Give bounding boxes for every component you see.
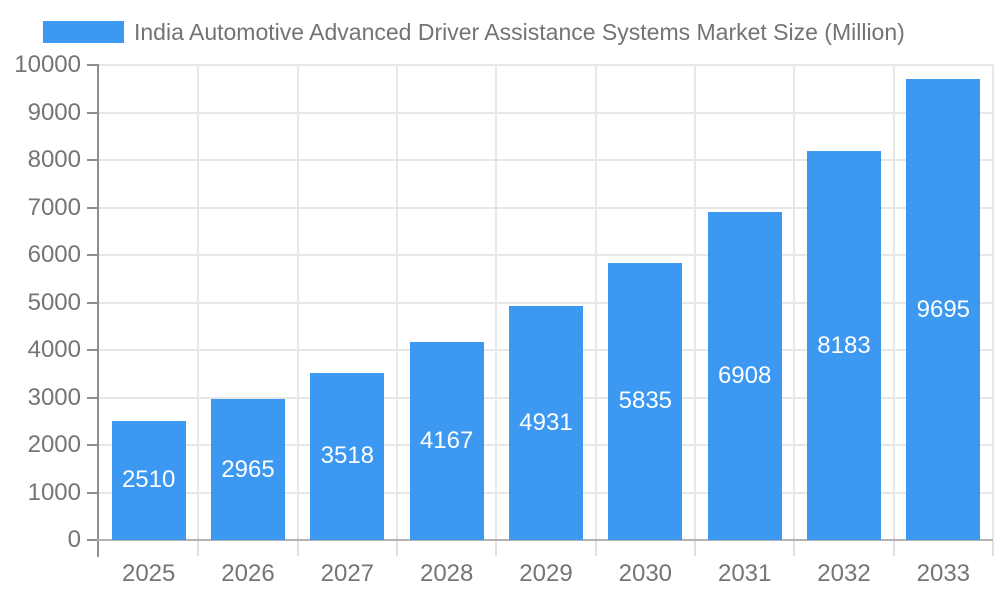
- y-gridline: [99, 64, 993, 66]
- bar-2026[interactable]: 2965: [211, 399, 285, 540]
- y-axis-tick: [87, 396, 97, 399]
- x-axis-tick: [197, 541, 200, 556]
- x-gridline: [793, 65, 796, 540]
- y-axis-tick: [87, 491, 97, 494]
- bar-value-label: 2510: [121, 466, 176, 494]
- bar-value-label: 2965: [221, 455, 275, 483]
- x-axis-label-2027: 2027: [320, 560, 375, 587]
- bar-value-label: 5835: [618, 387, 673, 415]
- x-axis-label-2030: 2030: [618, 560, 673, 587]
- y-axis-label: 6000: [27, 241, 81, 268]
- x-axis-tick: [495, 541, 498, 556]
- x-gridline: [495, 65, 498, 540]
- y-axis-tick: [87, 444, 97, 446]
- y-axis-label: 5000: [27, 288, 81, 316]
- y-axis-tick: [87, 64, 97, 66]
- bar-2028[interactable]: 4167: [409, 342, 484, 540]
- bar-value-label: 4931: [519, 408, 573, 436]
- x-gridline: [296, 65, 299, 540]
- x-axis-label-2026: 2026: [221, 560, 275, 587]
- x-gridline: [992, 65, 994, 540]
- y-gridline: [99, 301, 993, 304]
- y-gridline: [99, 206, 993, 209]
- y-axis-tick: [87, 301, 97, 304]
- y-axis-tick: [87, 159, 97, 161]
- y-axis-label: 8000: [27, 146, 81, 173]
- bar-2030[interactable]: 5835: [608, 262, 683, 540]
- y-axis-tick: [87, 539, 97, 541]
- y-axis-line: [97, 64, 99, 557]
- bar-value-label: 3518: [320, 442, 375, 470]
- bar-2032[interactable]: 8183: [807, 151, 881, 540]
- x-axis-label-2032: 2032: [817, 560, 871, 587]
- y-axis-tick: [87, 206, 97, 209]
- x-axis-label-2028: 2028: [419, 560, 474, 587]
- y-axis-label: 7000: [27, 193, 81, 221]
- x-axis-tick: [694, 541, 696, 556]
- x-gridline: [594, 65, 597, 540]
- y-axis-tick: [87, 254, 97, 256]
- y-gridline: [99, 159, 993, 161]
- y-axis-label: 4000: [27, 336, 81, 363]
- x-gridline: [197, 65, 200, 540]
- legend-swatch-icon: [43, 21, 124, 43]
- x-axis-tick: [396, 541, 398, 556]
- x-gridline: [396, 65, 398, 540]
- x-axis-tick: [594, 541, 597, 556]
- x-gridline: [892, 65, 895, 540]
- x-axis-tick: [992, 541, 994, 556]
- x-axis-label-2029: 2029: [519, 560, 573, 587]
- bar-2031[interactable]: 6908: [707, 211, 782, 540]
- y-axis-label: 1000: [27, 478, 81, 506]
- y-axis-label: 10000: [14, 51, 81, 78]
- bar-value-label: 4167: [419, 427, 474, 455]
- x-gridline: [694, 65, 696, 540]
- bar-2027[interactable]: 3518: [310, 372, 385, 540]
- y-axis-label: 2000: [27, 431, 81, 458]
- x-axis-label-2033: 2033: [916, 560, 971, 587]
- y-gridline: [99, 111, 993, 114]
- x-axis-line: [97, 539, 993, 541]
- x-axis-label-2025: 2025: [121, 560, 176, 587]
- bar-2033[interactable]: 9695: [906, 79, 981, 540]
- chart-title: India Automotive Advanced Driver Assista…: [134, 18, 905, 45]
- bar-2029[interactable]: 4931: [509, 305, 583, 540]
- x-axis-tick: [296, 541, 299, 556]
- x-axis-label-2031: 2031: [717, 560, 772, 587]
- legend-item[interactable]: India Automotive Advanced Driver Assista…: [43, 17, 905, 47]
- bar-value-label: 6908: [717, 361, 772, 389]
- y-axis-label: 3000: [27, 383, 81, 411]
- y-axis-label: 9000: [27, 98, 81, 126]
- y-axis-tick: [87, 111, 97, 114]
- y-axis-tick: [87, 349, 97, 351]
- x-axis-tick: [793, 541, 796, 556]
- bar-value-label: 8183: [817, 331, 871, 359]
- y-axis-label: 0: [67, 526, 81, 553]
- x-axis-tick: [892, 541, 895, 556]
- bar-value-label: 9695: [916, 295, 971, 323]
- y-gridline: [99, 254, 993, 256]
- bar-2025[interactable]: 2510: [111, 420, 186, 540]
